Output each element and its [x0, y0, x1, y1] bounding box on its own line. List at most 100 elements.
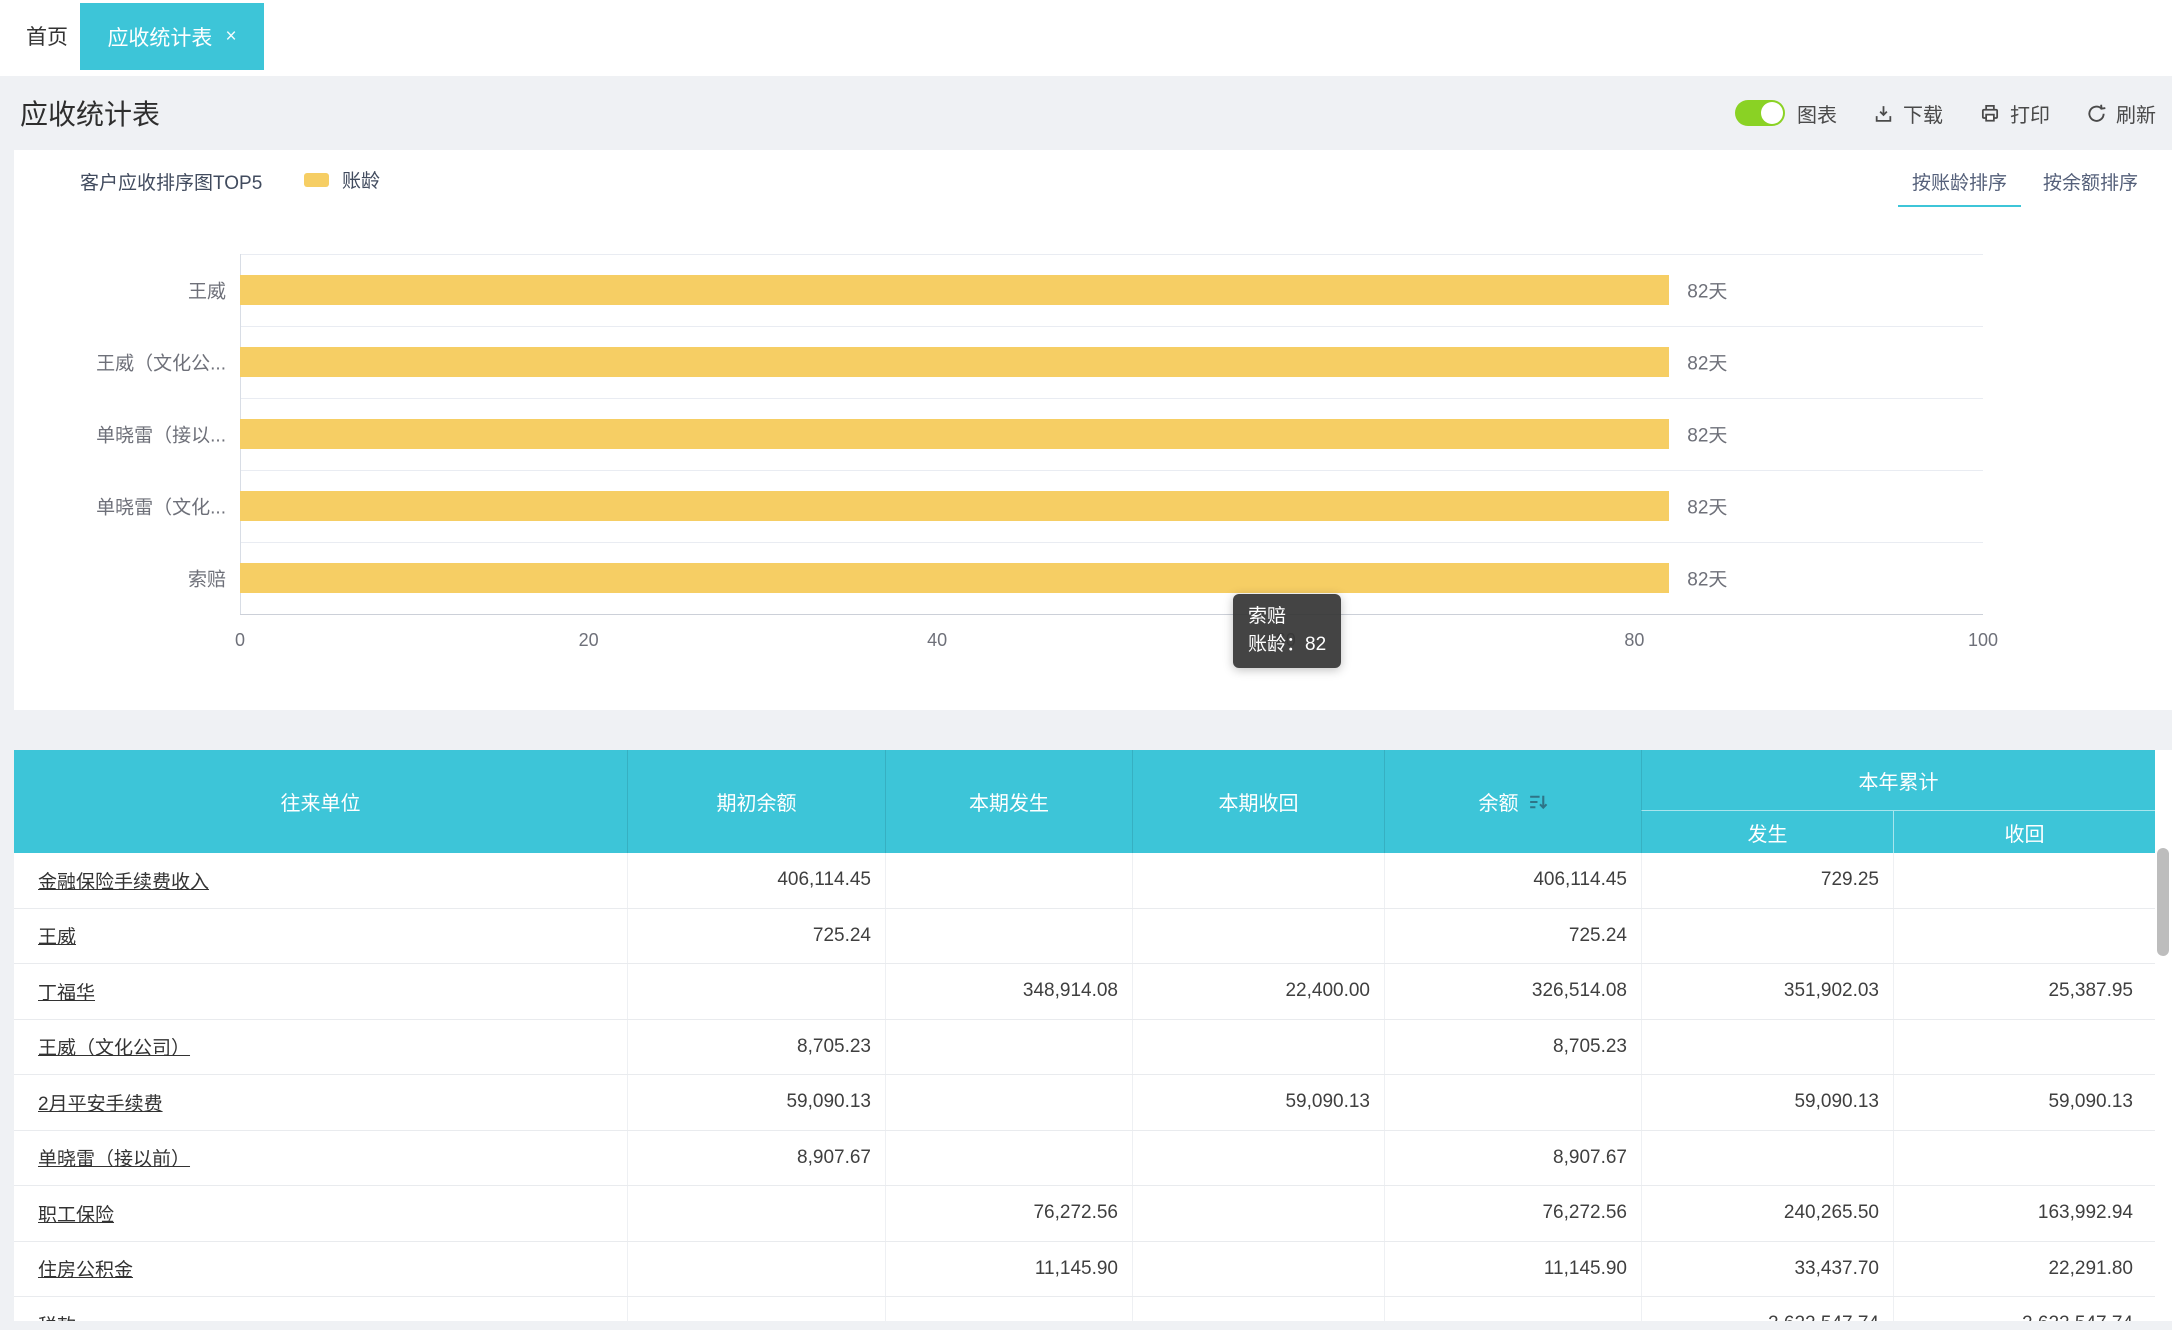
unit-link[interactable]: 税款: [38, 1311, 76, 1321]
bar-value-label: 82天: [1687, 569, 1728, 591]
x-axis-tick-label: 80: [1624, 630, 1645, 650]
col-header-year-received[interactable]: 收回: [1893, 810, 2155, 853]
category-label: 索赔: [187, 569, 226, 591]
unit-name-cell: 单晓雷（接以前）: [14, 1131, 627, 1186]
chart-gridline: [240, 254, 1983, 255]
table-row: 单晓雷（接以前） 8,907.67 8,907.67: [14, 1130, 2155, 1186]
amount-value: 25,387.95: [2048, 980, 2133, 1002]
refresh-label: 刷新: [2116, 104, 2156, 127]
amount-cell: [1132, 908, 1384, 963]
chart-title: 客户应收排序图TOP5: [80, 173, 263, 194]
chart-plot: 王威 82天 王威（文化公... 82天 单晓雷（接以... 82天 单晓雷（文化... 82…: [14, 150, 2172, 710]
unit-link[interactable]: 住房公积金: [38, 1260, 134, 1282]
amount-cell: [627, 1297, 885, 1321]
unit-link[interactable]: 金融保险手续费收入: [38, 871, 210, 893]
amount-cell: 729.25: [1641, 853, 1893, 908]
title-bar: 应收统计表 图表 下载 打印: [0, 76, 2172, 150]
x-axis-tick-label: 100: [1967, 630, 1999, 650]
unit-link[interactable]: 王威: [38, 927, 77, 949]
col-header-balance[interactable]: 余额: [1384, 750, 1641, 853]
col-header-opening-balance[interactable]: 期初余额: [627, 750, 885, 853]
tooltip-value: 账龄：82: [1248, 634, 1327, 655]
chart-gridline: [240, 614, 1983, 615]
bar-aging[interactable]: [240, 275, 1670, 305]
unit-name-cell: 2月平安手续费: [14, 1075, 627, 1130]
close-icon[interactable]: ×: [225, 26, 237, 47]
amount-cell: 725.24: [1384, 908, 1641, 963]
table-body: 金融保险手续费收入 406,114.45 406,114.45 729.25 王威 725…: [14, 853, 2155, 1321]
print-button[interactable]: 打印: [1979, 99, 2050, 128]
col-header-period-occurred[interactable]: 本期发生: [885, 750, 1132, 853]
amount-cell: [1893, 853, 2155, 908]
col-header-unit[interactable]: 往来单位: [280, 793, 361, 815]
unit-link[interactable]: 丁福华: [38, 982, 96, 1004]
tab-home[interactable]: 首页: [26, 26, 68, 49]
chart-gridline: [240, 326, 1983, 327]
sort-descending-icon[interactable]: [1527, 791, 1548, 813]
amount-cell: [1132, 1186, 1384, 1241]
category-label: 单晓雷（文化...: [96, 497, 226, 519]
sort-by-balance-link[interactable]: 按余额排序: [2042, 173, 2138, 194]
chart-toggle[interactable]: [1735, 100, 1785, 126]
amount-cell: 326,514.08: [1384, 964, 1641, 1019]
unit-link[interactable]: 2月平安手续费: [38, 1093, 163, 1115]
receivable-table: 往来单位 期初余额 本期发生 本期收回 余额 本年累计 发生 收回 金融保险手续…: [14, 750, 2155, 1321]
x-axis-tick-label: 0: [234, 630, 246, 650]
bar-aging[interactable]: [240, 491, 1670, 521]
unit-link[interactable]: 职工保险: [38, 1204, 115, 1226]
amount-cell: [885, 1019, 1132, 1074]
sort-by-age-link[interactable]: 按账龄排序: [1897, 166, 2021, 207]
chart-tooltip: 索赔 账龄：82: [1233, 594, 1342, 668]
scrollbar-thumb[interactable]: [2157, 848, 2169, 956]
col-header-period-received[interactable]: 本期收回: [1132, 750, 1384, 853]
unit-link[interactable]: 王威（文化公司）: [38, 1038, 191, 1060]
amount-cell: [1641, 908, 1893, 963]
amount-value: 11,145.90: [1034, 1257, 1118, 1279]
amount-value: 729.25: [1820, 869, 1879, 891]
amount-cell: [1132, 853, 1384, 908]
bar-aging[interactable]: [240, 419, 1670, 449]
amount-cell: 2,622,547.74: [1893, 1297, 2155, 1321]
amount-cell: 240,265.50: [1641, 1186, 1893, 1241]
amount-cell: [885, 1297, 1132, 1321]
amount-cell: [885, 1130, 1132, 1185]
amount-cell: 76,272.56: [885, 1186, 1132, 1241]
chart-toggle-label: 图表: [1797, 104, 1837, 127]
balance-label: 余额: [1478, 793, 1519, 815]
amount-cell: 25,387.95: [1893, 964, 2155, 1019]
amount-cell: 22,291.80: [1893, 1241, 2155, 1296]
amount-value: 59,090.13: [1285, 1091, 1370, 1113]
bar-value-label: 82天: [1687, 281, 1728, 303]
amount-value: 8,705.23: [797, 1035, 871, 1057]
amount-cell: 8,705.23: [1384, 1019, 1641, 1074]
amount-value: 8,907.67: [1553, 1146, 1627, 1168]
amount-cell: [1132, 1019, 1384, 1074]
download-button[interactable]: 下载: [1873, 99, 1943, 128]
amount-cell: 11,145.90: [1384, 1241, 1641, 1296]
amount-cell: [1641, 1130, 1893, 1185]
legend-swatch-icon: [304, 172, 329, 187]
amount-value: 406,114.45: [1533, 869, 1627, 891]
amount-value: 76,272.56: [1033, 1202, 1118, 1224]
category-label: 王威（文化公...: [96, 353, 226, 375]
amount-cell: [627, 1241, 885, 1296]
amount-cell: [1384, 1075, 1641, 1130]
amount-cell: 22,400.00: [1132, 964, 1384, 1019]
amount-value: 725.24: [1568, 924, 1627, 946]
tab-receivable-stats[interactable]: 应收统计表 ×: [80, 3, 264, 70]
unit-link[interactable]: 单晓雷（接以前）: [38, 1149, 191, 1171]
refresh-button[interactable]: 刷新: [2086, 99, 2156, 128]
amount-cell: 163,992.94: [1893, 1186, 2155, 1241]
legend-item-aging[interactable]: 账龄: [304, 166, 380, 193]
amount-cell: [885, 908, 1132, 963]
table-row: 职工保险 76,272.56 76,272.56 240,265.50 163,992.…: [14, 1186, 2155, 1242]
amount-cell: 2,622,547.74: [1641, 1297, 1893, 1321]
bar-value-label: 82天: [1687, 497, 1728, 519]
bar-aging[interactable]: [240, 347, 1670, 377]
vertical-scrollbar[interactable]: [2155, 750, 2172, 1321]
bar-aging[interactable]: [240, 563, 1670, 593]
amount-value: 33,437.70: [1794, 1257, 1879, 1279]
col-header-year-occurred[interactable]: 发生: [1641, 810, 1893, 853]
bar-value-label: 82天: [1687, 353, 1728, 375]
